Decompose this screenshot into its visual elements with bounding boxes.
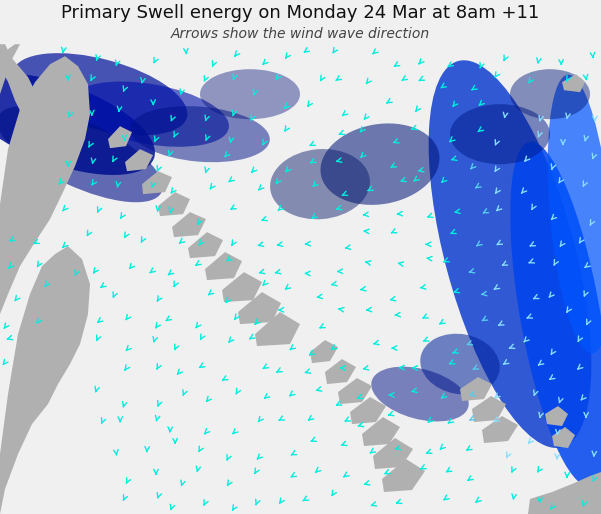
Ellipse shape: [270, 149, 370, 219]
Polygon shape: [460, 377, 492, 401]
Polygon shape: [0, 246, 90, 514]
Polygon shape: [472, 396, 506, 422]
Polygon shape: [18, 99, 60, 164]
Ellipse shape: [429, 60, 591, 448]
Ellipse shape: [0, 106, 163, 202]
Ellipse shape: [0, 74, 155, 175]
Polygon shape: [222, 272, 262, 302]
Polygon shape: [482, 416, 518, 443]
Polygon shape: [142, 171, 172, 194]
Polygon shape: [362, 417, 400, 446]
Ellipse shape: [450, 104, 550, 164]
Ellipse shape: [13, 53, 188, 135]
Ellipse shape: [420, 334, 500, 394]
Polygon shape: [158, 192, 190, 216]
Polygon shape: [350, 397, 386, 424]
Polygon shape: [373, 438, 413, 469]
Polygon shape: [325, 359, 356, 384]
Polygon shape: [382, 459, 425, 492]
Polygon shape: [0, 56, 90, 314]
Ellipse shape: [200, 69, 300, 119]
Ellipse shape: [510, 142, 601, 486]
Polygon shape: [552, 427, 575, 448]
Polygon shape: [545, 406, 568, 426]
Polygon shape: [0, 44, 35, 115]
Polygon shape: [528, 472, 601, 514]
Ellipse shape: [510, 69, 590, 119]
Polygon shape: [0, 44, 20, 94]
Polygon shape: [255, 312, 300, 346]
Polygon shape: [125, 149, 153, 171]
Polygon shape: [310, 340, 338, 363]
Text: Primary Swell energy on Monday 24 Mar at 8am +11: Primary Swell energy on Monday 24 Mar at…: [61, 4, 540, 22]
Ellipse shape: [371, 366, 469, 421]
Polygon shape: [562, 74, 585, 92]
Ellipse shape: [548, 75, 601, 354]
Polygon shape: [172, 212, 206, 237]
Polygon shape: [188, 232, 223, 258]
Ellipse shape: [71, 82, 229, 147]
Ellipse shape: [130, 106, 270, 162]
Polygon shape: [205, 252, 242, 280]
Polygon shape: [108, 126, 132, 148]
Ellipse shape: [320, 123, 439, 205]
Text: Arrows show the wind wave direction: Arrows show the wind wave direction: [171, 27, 430, 42]
Polygon shape: [238, 292, 281, 324]
Polygon shape: [338, 378, 372, 404]
